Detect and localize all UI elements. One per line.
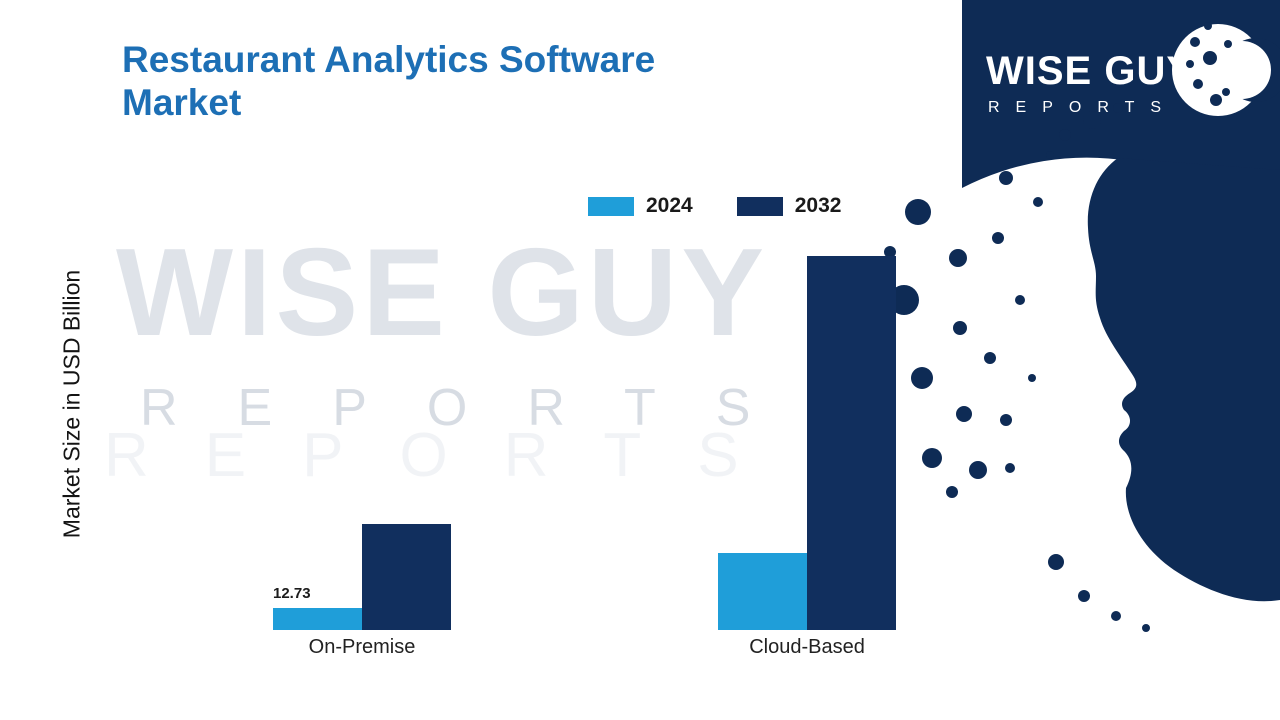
legend-swatch-2024 <box>588 196 634 216</box>
y-axis-label: Market Size in USD Billion <box>58 269 85 539</box>
face-silhouette-icon <box>1087 158 1280 602</box>
bar-2024-on-premise <box>273 608 362 630</box>
logo-subtext: REPORTS <box>988 99 1177 116</box>
logo-face-icon <box>1172 22 1280 116</box>
legend-item-2032: 2032 <box>736 194 842 218</box>
legend-label-2032: 2032 <box>794 194 842 217</box>
bar-value-label: 12.73 <box>273 585 311 602</box>
bar-2032-cloud-based <box>807 256 896 630</box>
bar-2032-on-premise <box>362 524 451 630</box>
legend: 2024 2032 <box>588 194 841 218</box>
legend-label-2024: 2024 <box>646 194 693 217</box>
legend-item-2024: 2024 <box>588 194 693 218</box>
logo-wordmark: WISE GUY <box>986 49 1194 93</box>
brand-logo-panel: WISE GUY REPORTS <box>879 0 1280 632</box>
category-label-on-premise: On-Premise <box>308 636 416 658</box>
legend-swatch-2032 <box>736 196 783 216</box>
category-label-cloud-based: Cloud-Based <box>749 636 865 658</box>
dot-pattern-icon <box>879 103 1150 632</box>
bar-2024-cloud-based <box>718 553 807 630</box>
page-title: Restaurant Analytics Software Market <box>122 39 656 123</box>
